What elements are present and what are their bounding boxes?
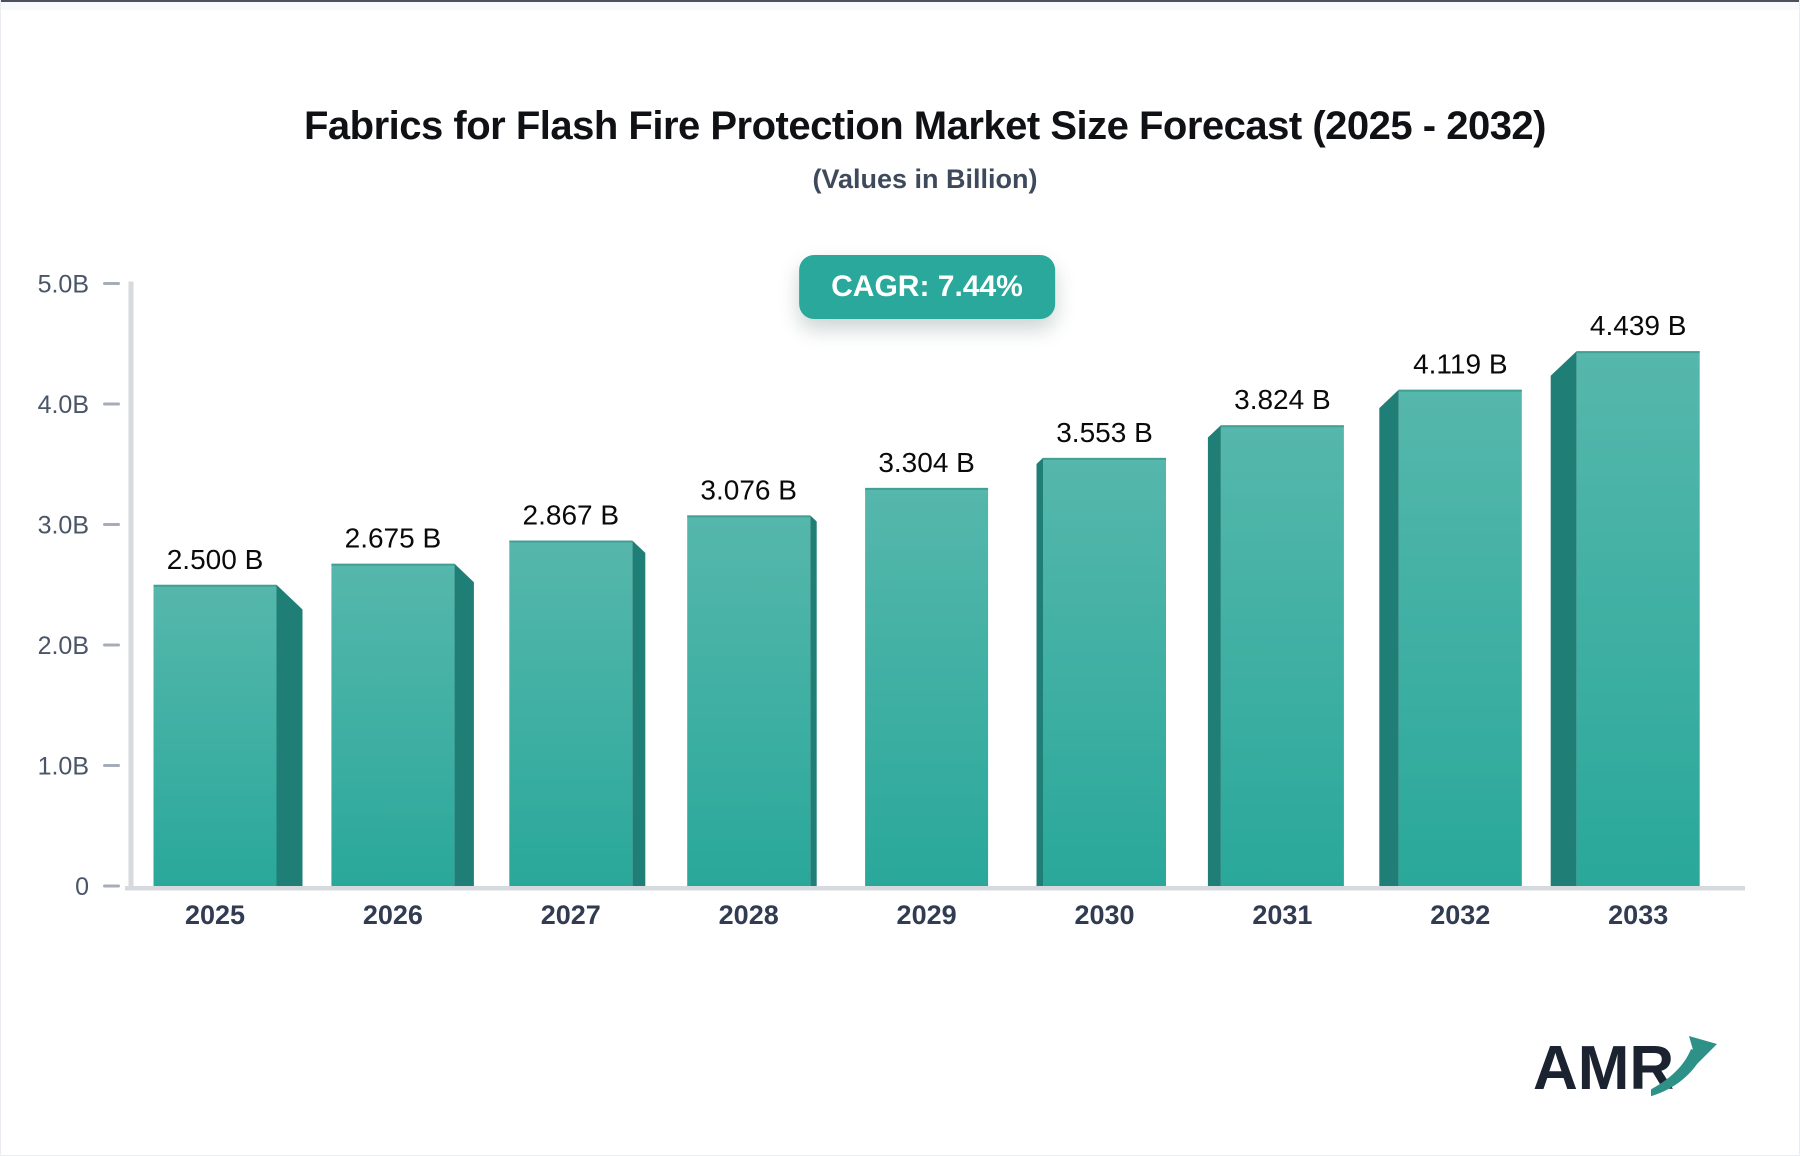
bar [687, 515, 811, 886]
bar-value-label: 3.824 B [1234, 384, 1331, 415]
x-axis-label: 2032 [1430, 900, 1490, 930]
y-axis-tick-label: 1.0B [38, 753, 89, 781]
bar-side-face [632, 540, 646, 886]
bar-value-label: 3.076 B [700, 474, 797, 505]
bar-side-face [454, 563, 474, 886]
bar [1398, 389, 1522, 886]
x-axis-label: 2029 [897, 900, 957, 930]
bar [509, 540, 633, 886]
x-axis-label: 2033 [1608, 900, 1668, 930]
chart-title: Fabrics for Flash Fire Protection Market… [303, 104, 1547, 148]
bar-value-label: 3.553 B [1056, 417, 1153, 448]
growth-arrow-icon [1651, 1036, 1717, 1097]
cagr-badge: CAGR: 7.44% [799, 255, 1055, 319]
bar-value-label: 4.439 B [1590, 310, 1687, 341]
y-axis-tick-mark [103, 402, 120, 406]
x-axis-label: 2025 [185, 900, 245, 930]
x-axis-label: 2028 [719, 900, 779, 930]
bar-top-edge [153, 584, 277, 587]
bar [1043, 457, 1166, 886]
bar-value-label: 2.675 B [345, 523, 442, 554]
bar-side-face [276, 584, 303, 886]
bar [865, 487, 989, 886]
brand-logo: AMR [1533, 1030, 1723, 1120]
y-axis-tick-label: 5.0B [38, 271, 89, 299]
bar-top-edge [1220, 425, 1344, 428]
bar-top-edge [1043, 457, 1166, 460]
x-axis-label: 2026 [363, 900, 423, 930]
bar-top-edge [331, 563, 455, 566]
arrow-swoosh [1651, 1049, 1703, 1097]
bar-top-edge [865, 487, 989, 490]
bar-side-face [1550, 351, 1577, 887]
y-axis-tick-label: 0 [75, 873, 89, 901]
bar-side-face [1207, 425, 1221, 886]
window-top-strip [1, 2, 1799, 10]
bar [153, 584, 277, 886]
window-top-line [1, 0, 1799, 2]
x-axis-label: 2031 [1252, 900, 1312, 930]
chart-subtitle: (Values in Billion) [812, 164, 1038, 194]
arrow-head [1689, 1036, 1717, 1064]
brand-logo-text: AMR [1533, 1034, 1675, 1103]
y-axis-tick-mark [103, 764, 120, 767]
y-axis-tick-mark [103, 643, 120, 647]
bar-top-edge [509, 540, 633, 543]
bar [1576, 351, 1700, 887]
bar-value-label: 2.500 B [167, 544, 264, 575]
bar-top-edge [1398, 389, 1522, 392]
x-axis-label: 2030 [1074, 900, 1134, 930]
y-axis-tick-mark [103, 282, 120, 285]
bar-value-label: 4.119 B [1413, 349, 1507, 380]
bar-top-edge [1576, 351, 1700, 354]
bar-value-label: 3.304 B [878, 447, 975, 478]
y-axis-tick-label: 3.0B [38, 512, 89, 540]
x-axis-label: 2027 [541, 900, 601, 930]
bar [331, 563, 455, 886]
x-axis-baseline [125, 886, 1745, 891]
bar [1220, 425, 1344, 886]
y-axis-tick-label: 4.0B [38, 391, 89, 419]
chart-header: Fabrics for Flash Fire Protection Market… [56, 104, 1794, 195]
y-axis-tick-mark [103, 523, 120, 526]
bar-top-edge [687, 515, 811, 518]
y-axis-line [128, 281, 134, 886]
y-axis-tick-mark [103, 884, 120, 888]
bar-side-face [810, 515, 817, 886]
bar-side-face [1036, 457, 1043, 886]
bar-side-face [1379, 389, 1399, 886]
y-axis-tick-label: 2.0B [38, 632, 89, 660]
bar-value-label: 2.867 B [523, 500, 620, 531]
